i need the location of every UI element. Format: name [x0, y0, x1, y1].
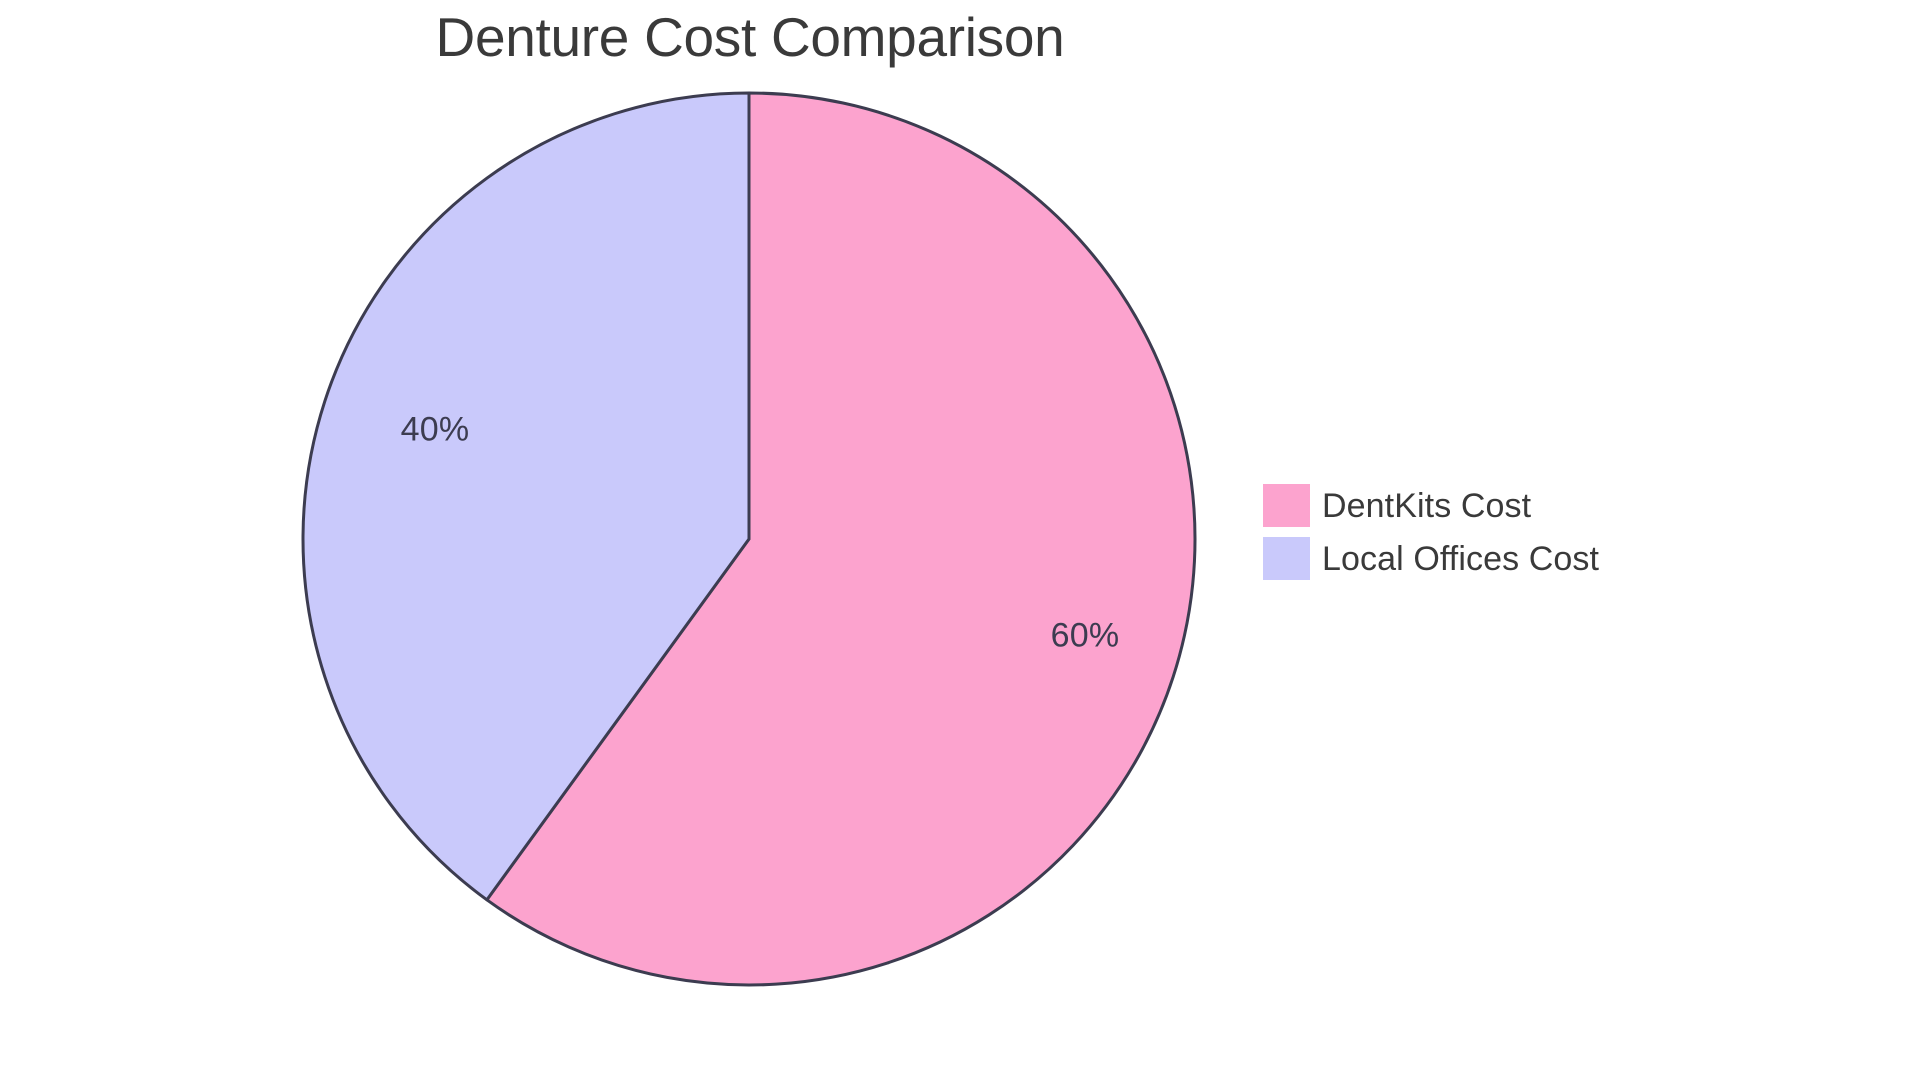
page-title: Denture Cost Comparison — [435, 6, 1065, 68]
pie-slice-label-local-offices-cost: 40% — [400, 410, 470, 449]
legend-label-dentkits-cost: DentKits Cost — [1322, 486, 1532, 525]
pie-slice-local-offices-cost[interactable] — [301, 91, 751, 902]
legend-swatch-dentkits-cost — [1263, 484, 1310, 527]
pie-slices-group — [301, 91, 1197, 987]
pie-slice-label-dentkits-cost: 60% — [1050, 616, 1120, 655]
chart-legend: DentKits Cost Local Offices Cost — [1263, 484, 1599, 580]
legend-label-local-offices-cost: Local Offices Cost — [1322, 539, 1600, 578]
legend-item-local-offices-cost[interactable]: Local Offices Cost — [1263, 537, 1599, 580]
pie-slice-dentkits-cost[interactable] — [485, 91, 1197, 987]
legend-item-dentkits-cost[interactable]: DentKits Cost — [1263, 484, 1599, 527]
legend-swatch-local-offices-cost — [1263, 537, 1310, 580]
